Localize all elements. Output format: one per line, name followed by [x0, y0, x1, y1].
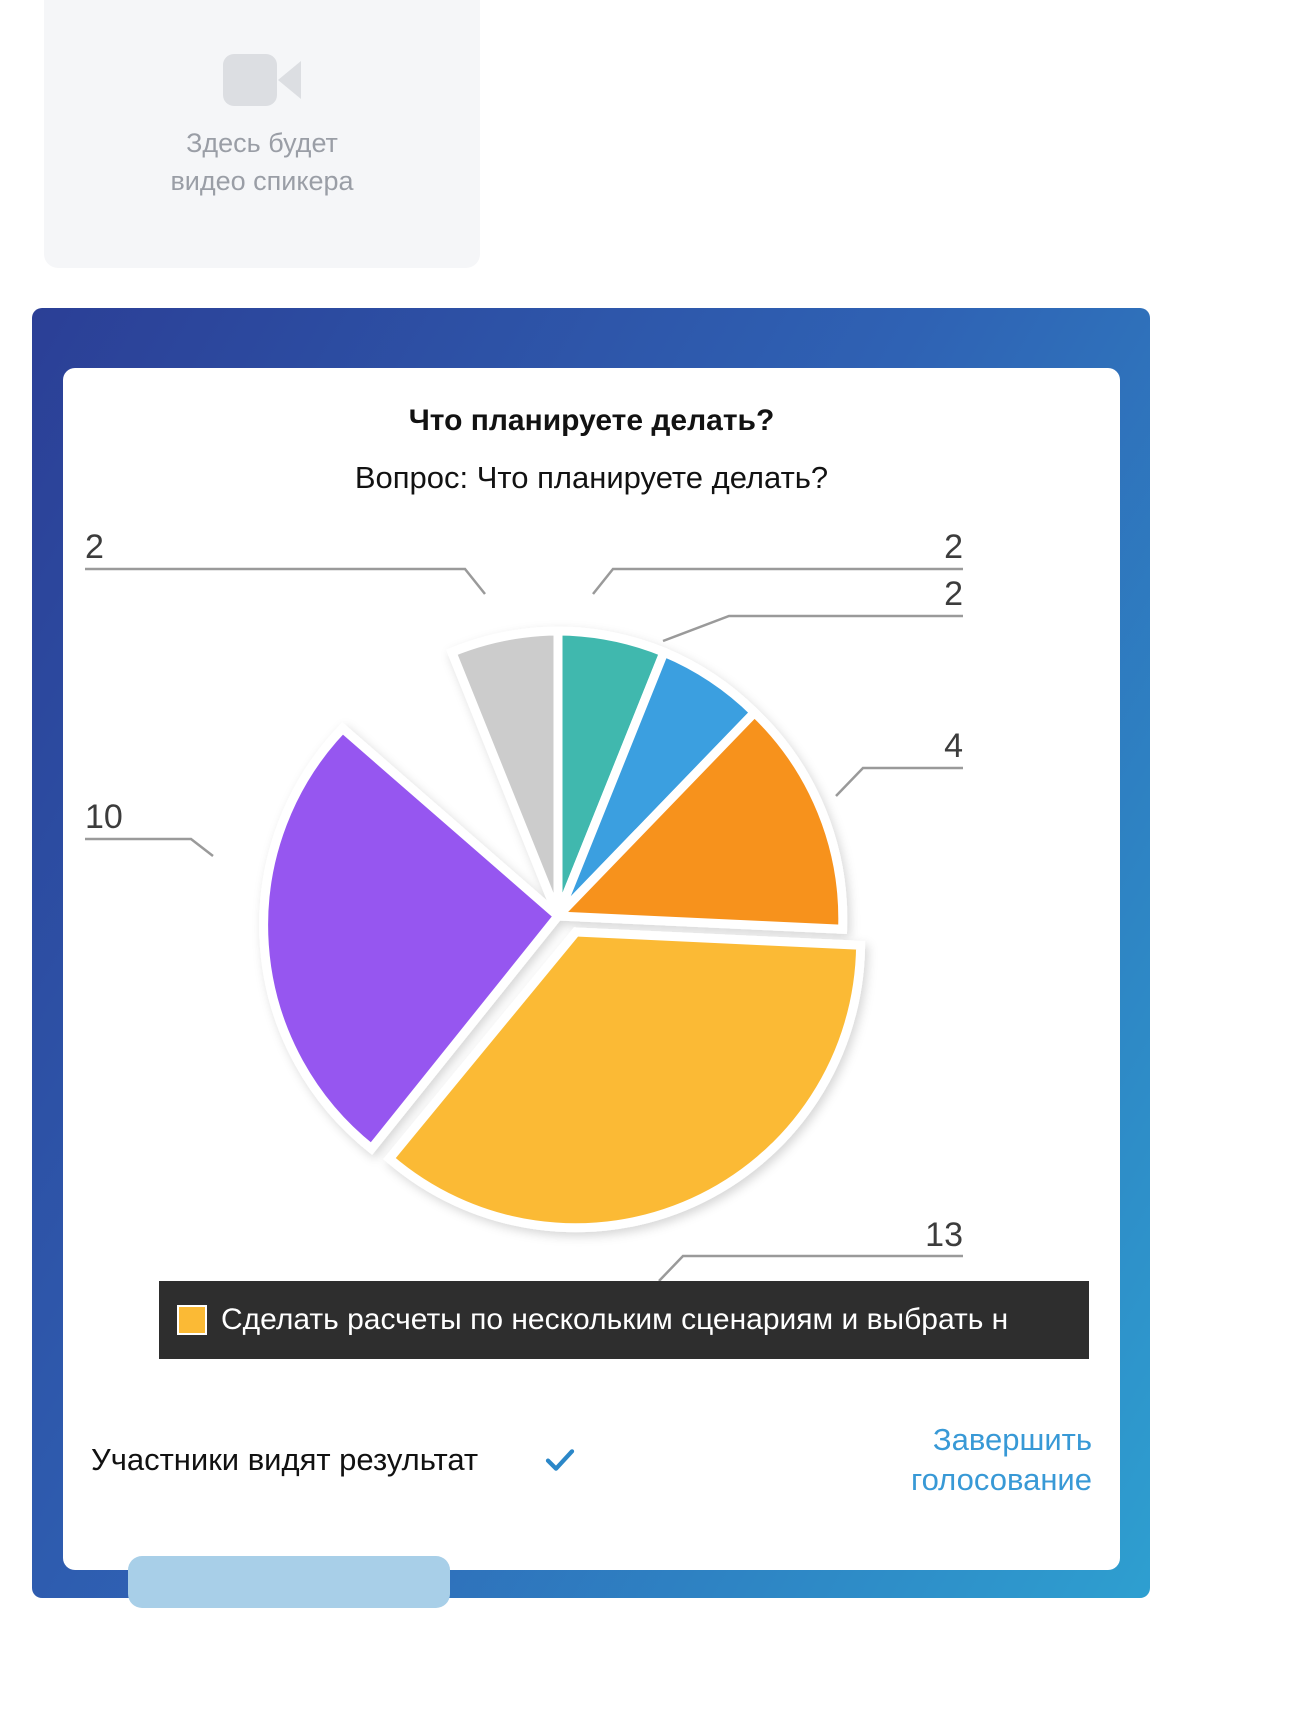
pie-slice-grey[interactable]	[446, 626, 563, 918]
end-vote-label-line1: Завершить	[932, 1421, 1092, 1457]
pie-slices	[259, 626, 866, 1233]
slice-tooltip: Сделать расчеты по нескольким сценариям …	[159, 1281, 1089, 1359]
poll-footer: Участники видят результат Завершить голо…	[63, 1380, 1120, 1570]
page-title: Что планируете делать?	[408, 404, 775, 437]
pie-label-right-upper: 2	[944, 575, 963, 613]
pie-label-top-left: 2	[85, 528, 104, 566]
pie-chart: 2 2 2 4 10 13 Сделать расчеты по несколь…	[63, 506, 1120, 1366]
pie-label-bottom-right: 13	[925, 1216, 963, 1254]
pie-slice-orange[interactable]	[547, 706, 848, 935]
bottom-action-pill[interactable]	[128, 1556, 450, 1608]
legend-label: Сделать расчеты по нескольким сценариям …	[221, 1303, 1009, 1336]
end-vote-button[interactable]: Завершить голосование	[911, 1420, 1092, 1501]
pie-slice-purple[interactable]	[259, 722, 565, 1155]
pie-label-left: 10	[85, 798, 123, 836]
video-placeholder-text: Здесь будет видео спикера	[170, 124, 353, 201]
video-placeholder-line2: видео спикера	[170, 166, 354, 196]
pie-chart-svg: 2 2 2 4 10 13	[85, 528, 963, 1282]
pie-label-top-right: 2	[944, 528, 963, 566]
check-icon[interactable]	[542, 1444, 578, 1476]
end-vote-label-line2: голосование	[911, 1462, 1092, 1497]
pie-slice-yellow-selected[interactable]	[383, 927, 866, 1233]
poll-question: Вопрос: Что планируете делать?	[354, 460, 829, 495]
legend-swatch-icon	[177, 1305, 207, 1335]
poll-gradient-frame: Что планируете делать? Вопрос: Что плани…	[32, 308, 1150, 1608]
results-visible-toggle[interactable]: Участники видят результат	[91, 1442, 578, 1478]
speaker-video-placeholder: Здесь будет видео спикера	[44, 0, 480, 268]
pie-data-labels: 2 2 2 4 10 13	[85, 528, 963, 1254]
results-visible-label: Участники видят результат	[91, 1442, 479, 1477]
leader-lines	[85, 567, 963, 1282]
video-camera-icon	[223, 53, 301, 106]
video-placeholder-line1: Здесь будет	[186, 127, 338, 158]
pie-label-right: 4	[944, 727, 963, 765]
poll-card: Что планируете делать? Вопрос: Что плани…	[63, 368, 1120, 1570]
